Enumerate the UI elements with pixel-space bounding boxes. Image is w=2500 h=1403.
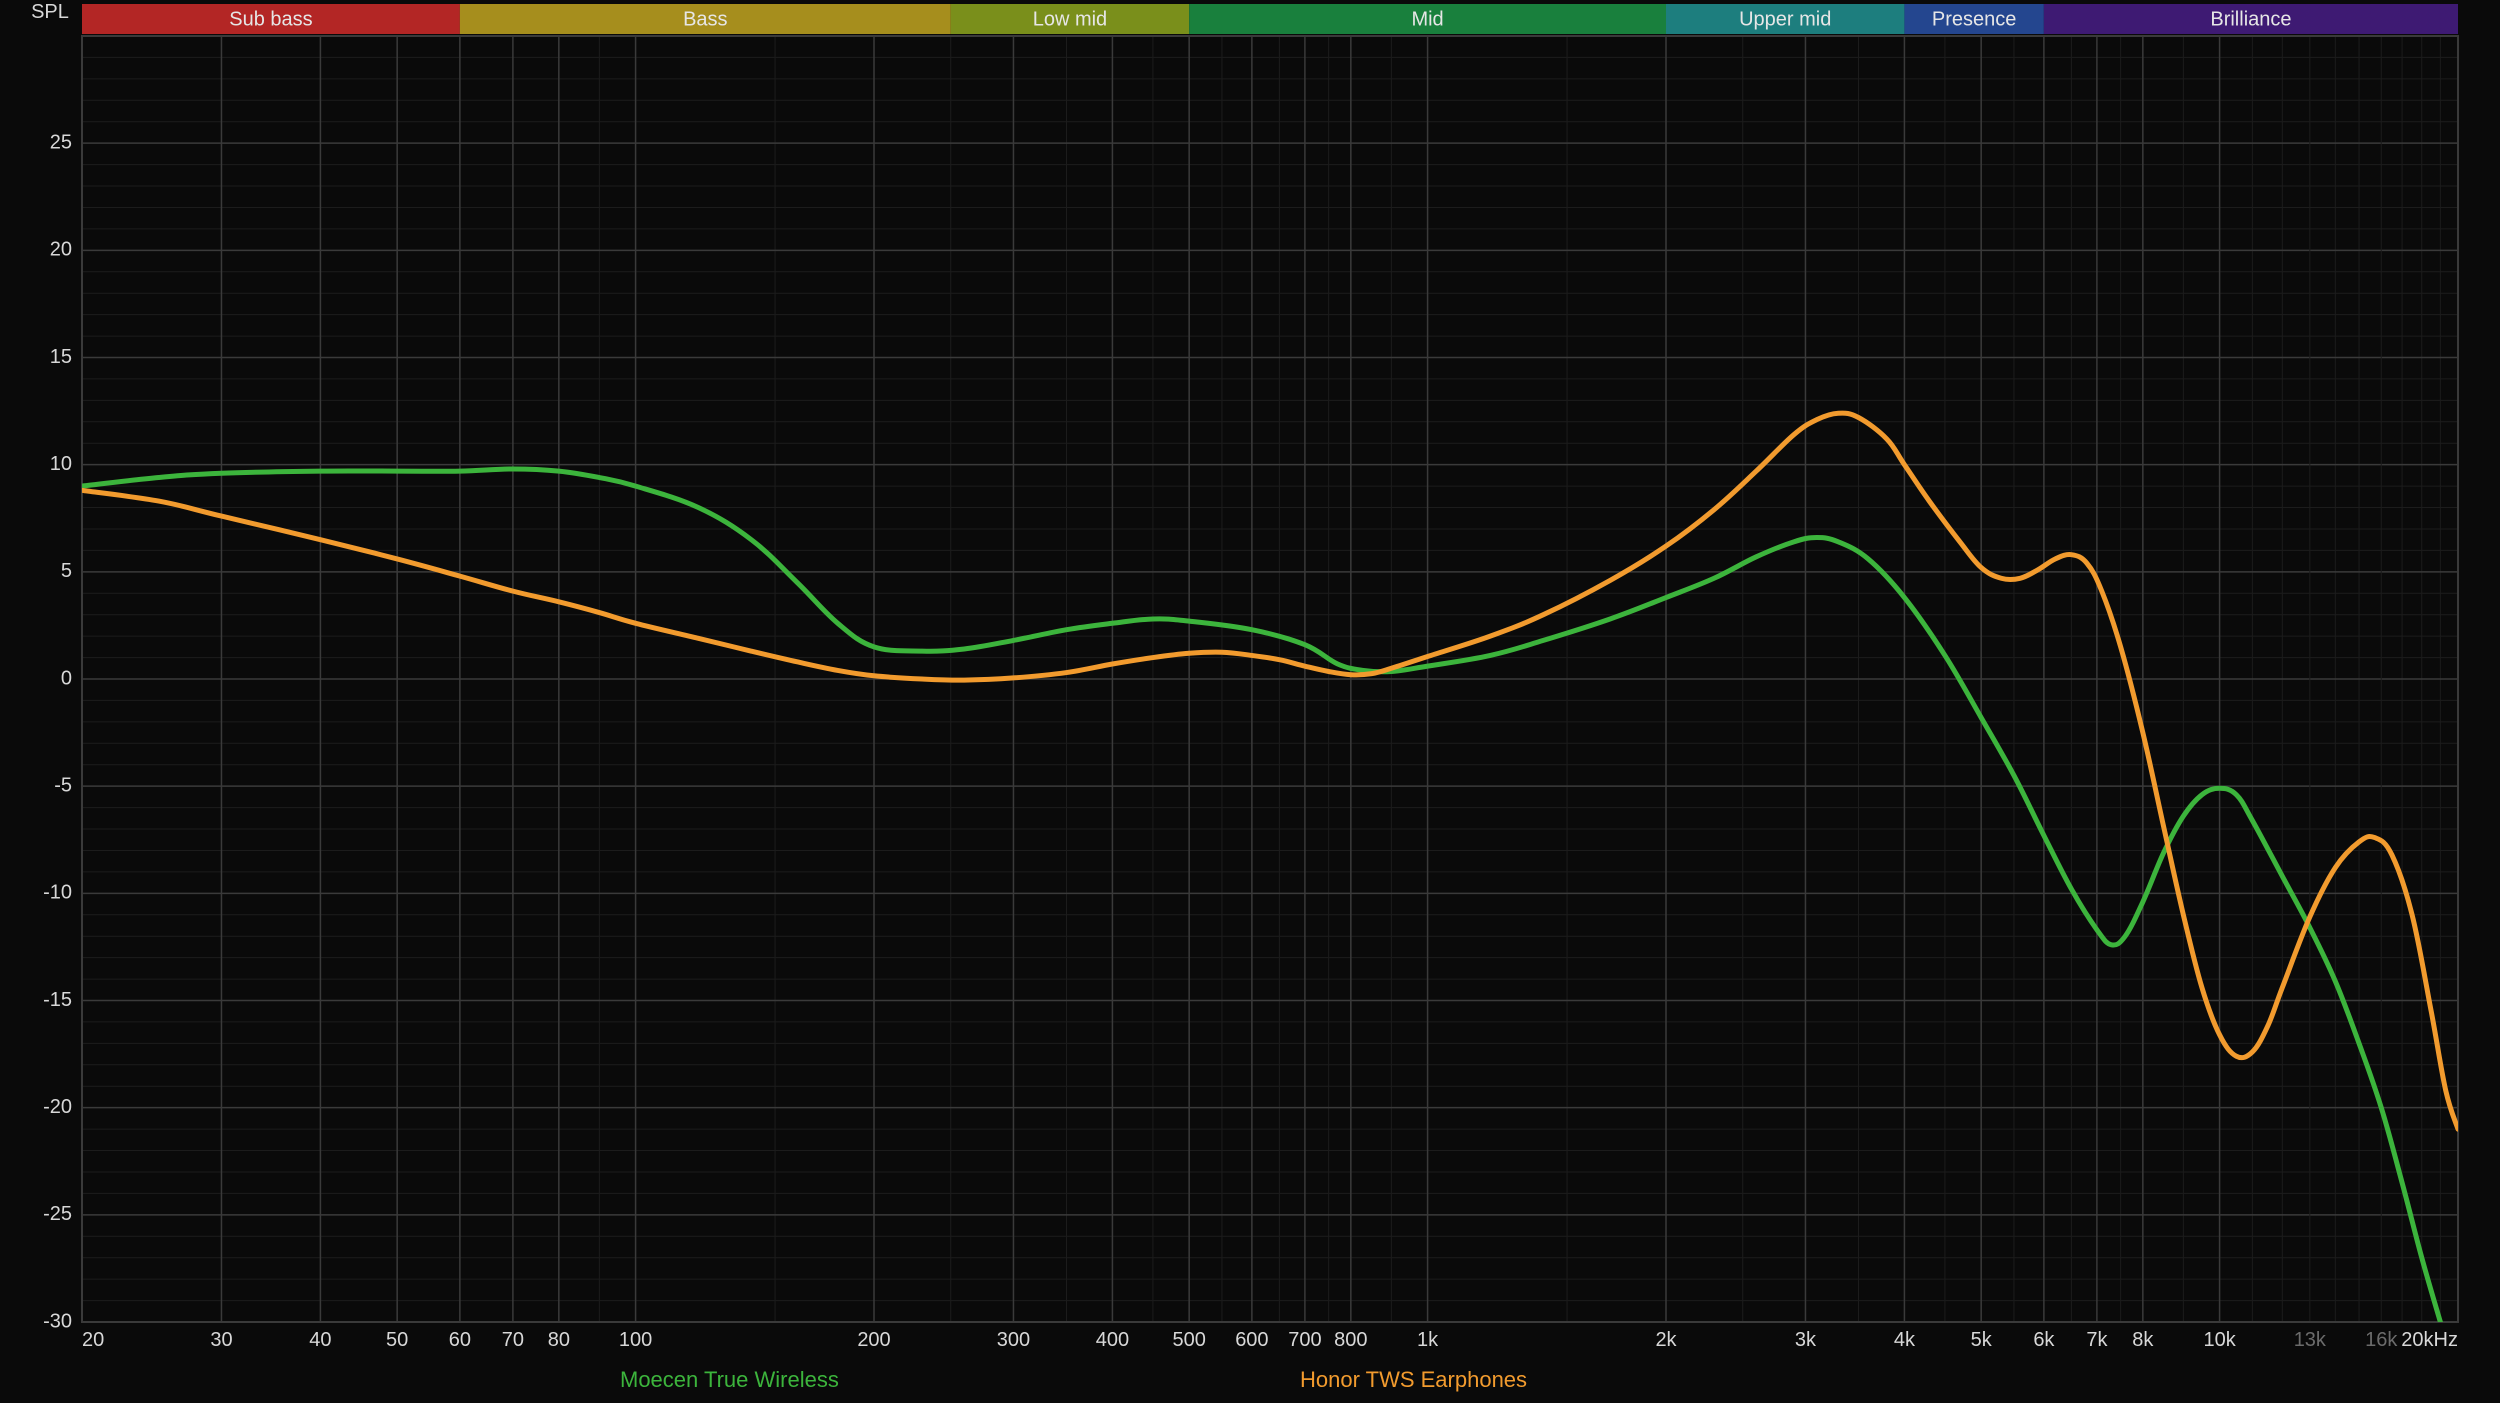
- y-tick-label: 10: [50, 453, 72, 475]
- y-tick-label: -5: [54, 774, 72, 796]
- x-tick-label: 3k: [1795, 1329, 1817, 1351]
- x-tick-label: 300: [997, 1329, 1030, 1351]
- x-tick-label: 20: [82, 1329, 104, 1351]
- y-tick-label: -30: [43, 1310, 72, 1332]
- x-tick-label: 4k: [1894, 1329, 1916, 1351]
- x-tick-label: 8k: [2132, 1329, 2154, 1351]
- x-tick-label: 600: [1235, 1329, 1268, 1351]
- chart-background: [0, 0, 2500, 1403]
- x-tick-label: 40: [309, 1329, 331, 1351]
- x-tick-label: 60: [449, 1329, 471, 1351]
- band-label: Bass: [683, 8, 727, 30]
- x-tick-label: 500: [1172, 1329, 1205, 1351]
- y-tick-label: 15: [50, 346, 72, 368]
- x-tick-label: 2k: [1655, 1329, 1677, 1351]
- x-tick-label: 400: [1096, 1329, 1129, 1351]
- band-label: Mid: [1411, 8, 1443, 30]
- x-tick-label: 80: [548, 1329, 570, 1351]
- band-label: Low mid: [1033, 8, 1107, 30]
- y-tick-label: -25: [43, 1203, 72, 1225]
- x-tick-label: 13k: [2294, 1329, 2327, 1351]
- chart-svg: -30 -25 -20 -15 -10 -5 0 5 10 15 20 25 20 30 40 50 60 70 8…: [0, 0, 2500, 1403]
- frequency-response-chart: -30 -25 -20 -15 -10 -5 0 5 10 15 20 25 20 30 40 50 60 70 8…: [0, 0, 2500, 1403]
- band-label: Upper mid: [1739, 8, 1831, 30]
- legend-item-0: Moecen True Wireless: [620, 1367, 839, 1392]
- frequency-bands: Sub bass Bass Low mid Mid Upper mid Presence B…: [82, 4, 2458, 34]
- x-tick-label: 20kHz: [2401, 1329, 2458, 1351]
- x-tick-label: 70: [502, 1329, 524, 1351]
- x-tick-label: 100: [619, 1329, 652, 1351]
- band-label: Sub bass: [229, 8, 312, 30]
- y-tick-label: 5: [61, 560, 72, 582]
- y-axis-title: SPL: [31, 1, 69, 23]
- y-tick-label: -20: [43, 1096, 72, 1118]
- y-tick-label: 20: [50, 239, 72, 261]
- y-tick-label: -15: [43, 989, 72, 1011]
- x-tick-label: 7k: [2086, 1329, 2108, 1351]
- legend-item-1: Honor TWS Earphones: [1300, 1367, 1527, 1392]
- x-tick-label: 6k: [2033, 1329, 2055, 1351]
- x-tick-label: 5k: [1971, 1329, 1993, 1351]
- y-tick-label: 0: [61, 667, 72, 689]
- band-label: Presence: [1932, 8, 2017, 30]
- x-tick-label: 10k: [2203, 1329, 2236, 1351]
- band-label: Brilliance: [2210, 8, 2291, 30]
- y-tick-label: -10: [43, 882, 72, 904]
- x-tick-label: 1k: [1417, 1329, 1439, 1351]
- y-tick-label: 25: [50, 131, 72, 153]
- x-tick-label: 50: [386, 1329, 408, 1351]
- x-tick-label: 700: [1288, 1329, 1321, 1351]
- x-tick-label: 200: [857, 1329, 890, 1351]
- x-tick-label: 800: [1334, 1329, 1367, 1351]
- x-tick-label: 16k: [2365, 1329, 2398, 1351]
- x-tick-label: 30: [210, 1329, 232, 1351]
